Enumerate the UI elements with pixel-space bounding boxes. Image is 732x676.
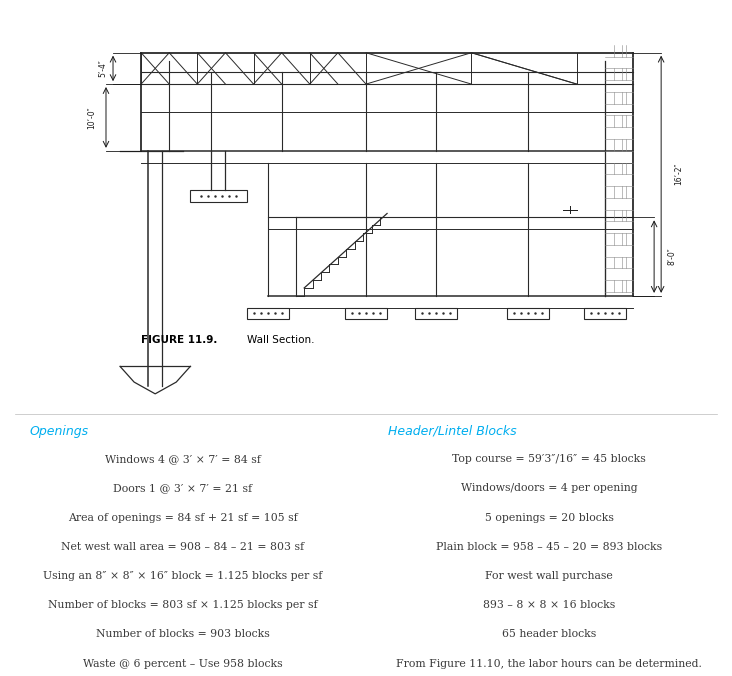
Text: Header/Lintel Blocks: Header/Lintel Blocks	[388, 425, 517, 437]
Text: 65 header blocks: 65 header blocks	[502, 629, 596, 639]
Text: 5 openings = 20 blocks: 5 openings = 20 blocks	[485, 512, 613, 523]
Bar	[247, 308, 288, 319]
Bar	[415, 308, 458, 319]
Text: Top course = 59′3″/16″ = 45 blocks: Top course = 59′3″/16″ = 45 blocks	[452, 454, 646, 464]
Text: Windows 4 @ 3′ × 7′ = 84 sf: Windows 4 @ 3′ × 7′ = 84 sf	[105, 454, 261, 464]
Text: Wall Section.: Wall Section.	[247, 335, 314, 345]
Text: Number of blocks = 903 blocks: Number of blocks = 903 blocks	[96, 629, 270, 639]
Bar	[190, 190, 247, 201]
Text: For west wall purchase: For west wall purchase	[485, 571, 613, 581]
Text: 8’-0″: 8’-0″	[667, 248, 676, 266]
Text: Openings: Openings	[29, 425, 89, 437]
Text: Net west wall area = 908 – 84 – 21 = 803 sf: Net west wall area = 908 – 84 – 21 = 803…	[61, 542, 305, 552]
Text: Number of blocks = 803 sf × 1.125 blocks per sf: Number of blocks = 803 sf × 1.125 blocks…	[48, 600, 318, 610]
Text: From Figure 11.10, the labor hours can be determined.: From Figure 11.10, the labor hours can b…	[396, 658, 702, 669]
Bar	[507, 308, 549, 319]
Text: FIGURE 11.9.: FIGURE 11.9.	[141, 335, 217, 345]
Text: 16’-2″: 16’-2″	[674, 163, 683, 185]
Text: Plain block = 958 – 45 – 20 = 893 blocks: Plain block = 958 – 45 – 20 = 893 blocks	[436, 542, 662, 552]
Text: Area of openings = 84 sf + 21 sf = 105 sf: Area of openings = 84 sf + 21 sf = 105 s…	[68, 512, 298, 523]
Text: 10’-0″: 10’-0″	[87, 106, 97, 128]
Bar	[345, 308, 387, 319]
Text: 893 – 8 × 8 × 16 blocks: 893 – 8 × 8 × 16 blocks	[483, 600, 615, 610]
Text: Doors 1 @ 3′ × 7′ = 21 sf: Doors 1 @ 3′ × 7′ = 21 sf	[113, 483, 253, 493]
Text: 5’-4″: 5’-4″	[98, 59, 107, 77]
Bar	[584, 308, 626, 319]
Text: Waste @ 6 percent – Use 958 blocks: Waste @ 6 percent – Use 958 blocks	[83, 658, 283, 669]
Text: Using an 8″ × 8″ × 16″ block = 1.125 blocks per sf: Using an 8″ × 8″ × 16″ block = 1.125 blo…	[43, 571, 323, 581]
Text: Windows/doors = 4 per opening: Windows/doors = 4 per opening	[460, 483, 638, 493]
